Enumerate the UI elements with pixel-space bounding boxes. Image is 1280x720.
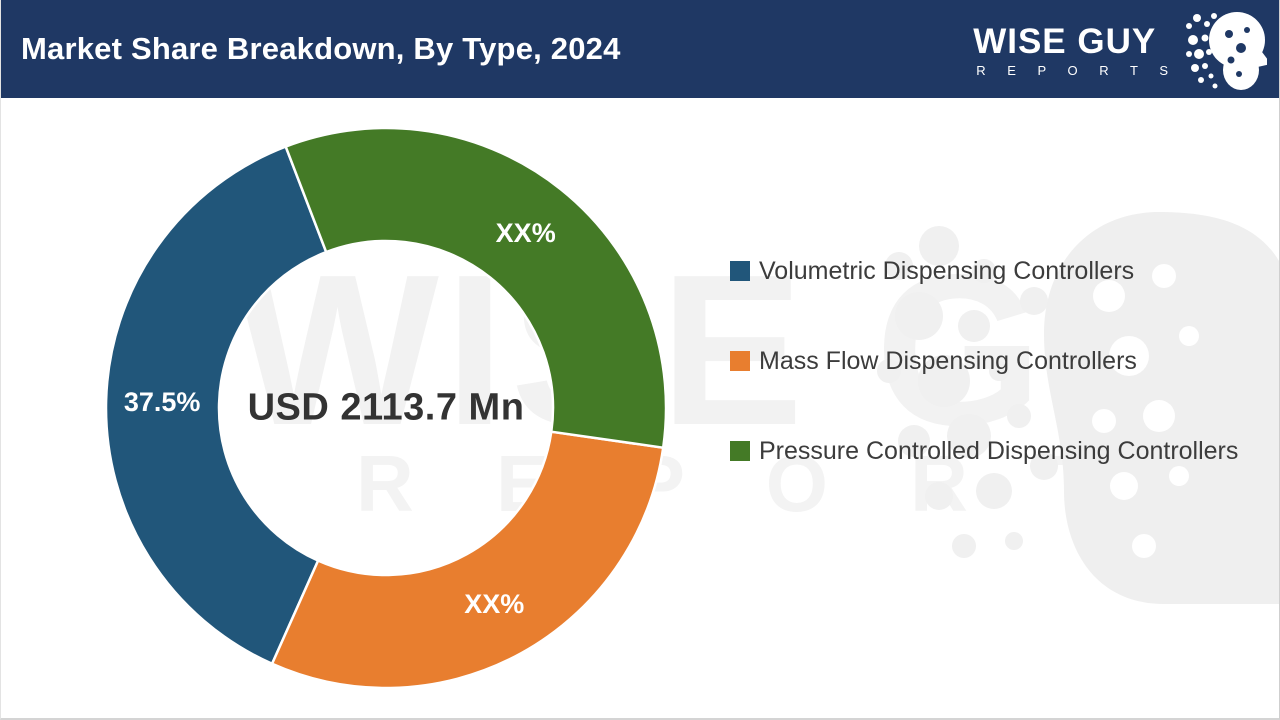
legend-item-2: Mass Flow Dispensing Controllers: [730, 346, 1238, 376]
slice-label-2: XX%: [464, 589, 524, 619]
donut-slice-3: [284, 126, 668, 450]
donut-chart: 37.5% XX% XX%: [104, 126, 668, 690]
legend-item-3: Pressure Controlled Dispensing Controlle…: [730, 436, 1238, 466]
legend-label-1: Volumetric Dispensing Controllers: [759, 256, 1135, 285]
legend-item-1: Volumetric Dispensing Controllers: [730, 256, 1238, 286]
slice-label-3: XX%: [496, 218, 556, 248]
chart-legend: Volumetric Dispensing Controllers Mass Fl…: [730, 256, 1238, 526]
slice-label-1: 37.5%: [124, 387, 201, 417]
legend-label-2: Mass Flow Dispensing Controllers: [759, 346, 1137, 375]
logo-text: WISE GUY R E P O R T S: [973, 22, 1177, 78]
page-title: Market Share Breakdown, By Type, 2024: [21, 31, 621, 66]
donut-slice-2: [270, 430, 665, 690]
legend-swatch-2: [730, 351, 750, 371]
header-bar: Market Share Breakdown, By Type, 2024 WI…: [1, 0, 1279, 98]
logo-wordmark: WISE GUY: [973, 22, 1157, 62]
legend-label-3: Pressure Controlled Dispensing Controlle…: [759, 436, 1239, 465]
legend-swatch-3: [730, 441, 750, 461]
wiseguy-logo: WISE GUY R E P O R T S: [973, 8, 1267, 94]
legend-swatch-1: [730, 261, 750, 281]
logo-subtitle: R E P O R T S: [976, 62, 1177, 78]
logo-face-icon: [1186, 12, 1267, 90]
chart-center-value: USD 2113.7 Mn: [247, 386, 525, 429]
donut-slice-1: [104, 144, 328, 666]
